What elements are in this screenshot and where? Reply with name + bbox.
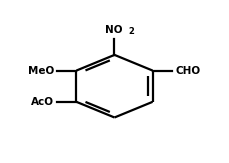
Text: NO: NO — [105, 25, 122, 35]
Text: AcO: AcO — [31, 97, 54, 107]
Text: MeO: MeO — [28, 66, 54, 75]
Text: CHO: CHO — [175, 66, 200, 75]
Text: 2: 2 — [129, 27, 135, 36]
